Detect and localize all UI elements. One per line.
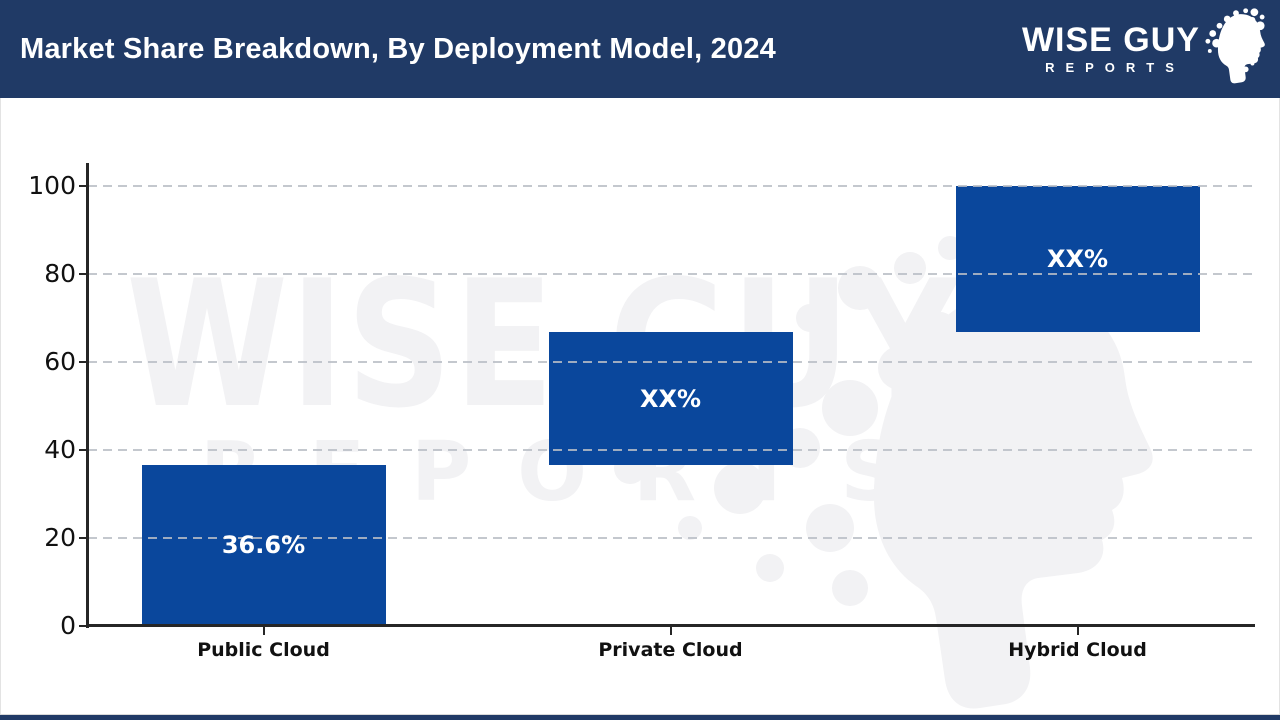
header: Market Share Breakdown, By Deployment Mo… [0,0,1280,98]
plot: 0 20 40 60 80 100 36.6% Public Cloud XX% Private … [0,98,1280,714]
chart-area: WISE GUY REPORTS 0 20 40 60 80 100 36.6% Public… [0,98,1280,715]
x-tick-label: Public Cloud [197,639,330,661]
y-tick-label: 100 [28,171,76,200]
logo-text: WISE GUY REPORTS [1021,21,1200,75]
page-title: Market Share Breakdown, By Deployment Mo… [20,33,776,65]
wiseguy-logo: WISE GUY REPORTS [1022,7,1266,91]
y-tick [79,449,88,451]
y-tick-label: 60 [44,347,76,376]
logo-subtext: REPORTS [1045,59,1185,75]
gridline [88,273,1253,275]
y-tick-label: 0 [60,611,76,640]
y-tick [79,361,88,363]
y-tick [79,625,88,627]
x-tick-label: Private Cloud [598,639,743,661]
gridline [88,185,1253,187]
y-tick [79,273,88,275]
x-axis-line [86,624,1255,627]
x-tick [669,627,672,635]
logo-head-icon [1205,8,1265,84]
gridline [88,361,1253,363]
x-tick-label: Hybrid Cloud [1008,639,1147,661]
y-axis-line [86,163,89,628]
bar-value-label: XX% [1046,245,1109,274]
x-tick [1076,627,1079,635]
y-tick-label: 40 [44,435,76,464]
y-tick-label: 80 [44,259,76,288]
bar-value-label: 36.6% [221,531,306,560]
bar [141,464,386,626]
y-tick [79,185,88,187]
y-tick-label: 20 [44,523,76,552]
footer-bar [0,715,1280,720]
y-tick [79,537,88,539]
gridline [88,449,1253,451]
gridline [88,537,1253,539]
logo-wordmark: WISE GUY [1021,21,1200,60]
bar-value-label: XX% [639,384,702,413]
x-tick [262,627,265,635]
